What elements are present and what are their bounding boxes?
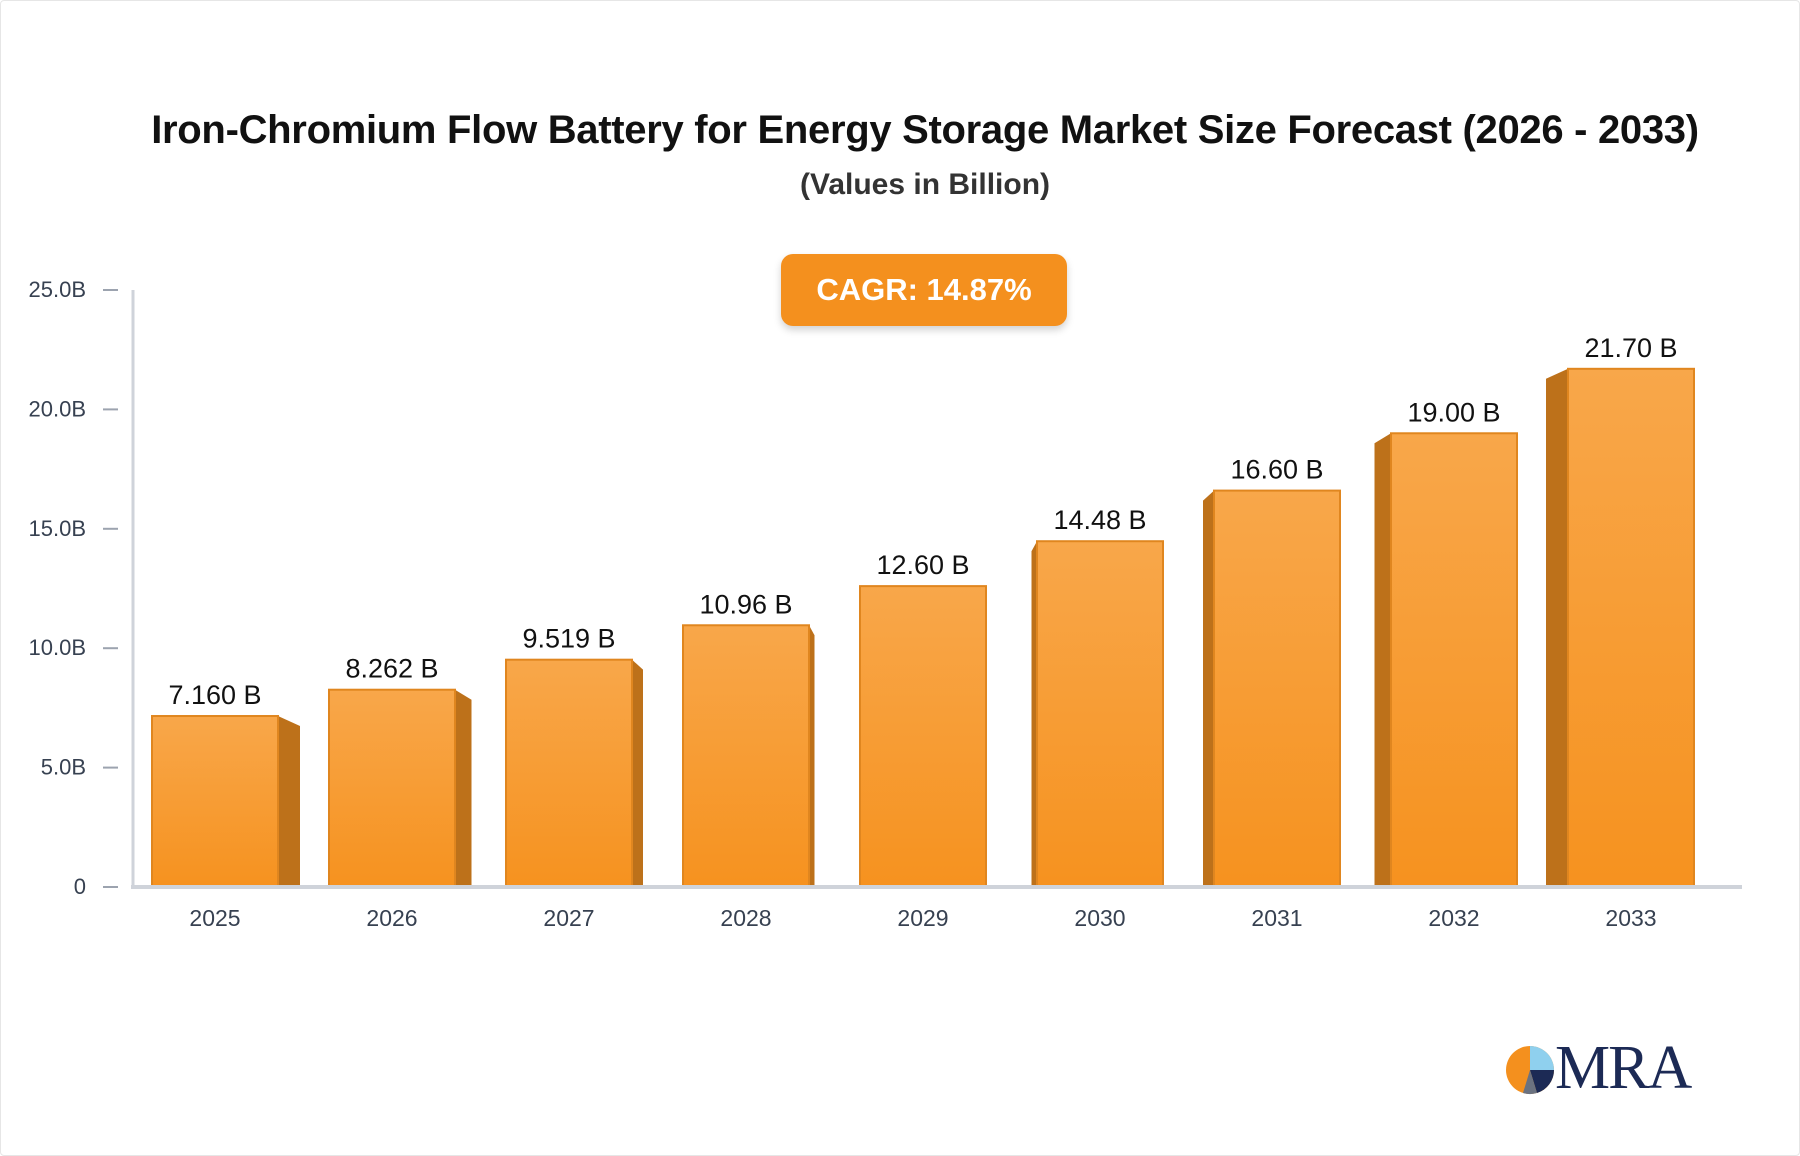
logo-text: MRA [1555, 1034, 1692, 1102]
bar-data-label: 16.60 B [1230, 455, 1323, 485]
bar-data-label: 14.48 B [1053, 505, 1146, 535]
bar [682, 624, 810, 888]
bar-side-face [1203, 490, 1214, 887]
bar [328, 688, 456, 888]
chart-title: Iron-Chromium Flow Battery for Energy St… [151, 108, 1699, 152]
y-tick-label: 5.0B [41, 755, 86, 780]
bar [151, 715, 279, 889]
bar [505, 658, 633, 888]
x-tick-label: 2026 [366, 905, 417, 931]
bar-side-face [1374, 433, 1391, 887]
bar [1036, 540, 1164, 888]
bar-side-face [455, 689, 472, 887]
bar-data-label: 8.262 B [345, 654, 438, 684]
bar-data-label: 21.70 B [1584, 333, 1677, 363]
bar-data-label: 19.00 B [1407, 397, 1500, 427]
x-tick-label: 2032 [1428, 905, 1479, 931]
bar [1567, 367, 1695, 888]
x-tick-label: 2025 [189, 905, 240, 931]
bar-side-face [278, 716, 300, 887]
x-tick-label: 2028 [720, 905, 771, 931]
bar-side-face [809, 625, 815, 887]
bar-side-face [1546, 368, 1568, 888]
bar-data-label: 10.96 B [699, 589, 792, 619]
logo-pie-icon [1506, 1046, 1554, 1095]
y-tick-label: 0 [74, 874, 86, 899]
bar-data-label: 7.160 B [168, 680, 261, 710]
bar-data-label: 12.60 B [876, 550, 969, 580]
chart-subtitle: (Values in Billion) [799, 168, 1051, 201]
bar [1390, 432, 1518, 888]
y-tick-label: 15.0B [29, 516, 87, 541]
y-tick-label: 10.0B [29, 635, 87, 660]
y-tick-label: 20.0B [29, 396, 87, 421]
x-tick-label: 2033 [1605, 905, 1656, 931]
y-tick-label: 25.0B [29, 277, 87, 302]
bar-side-face [1031, 541, 1037, 887]
x-tick-label: 2027 [543, 905, 594, 931]
bar [1213, 489, 1341, 888]
bar-data-label: 9.519 B [522, 624, 615, 654]
x-tick-label: 2031 [1251, 905, 1302, 931]
mra-logo: MRA [1505, 1034, 1695, 1102]
bar-side-face [632, 659, 643, 887]
cagr-badge: CAGR: 14.87% [781, 254, 1067, 326]
bar [859, 585, 987, 888]
x-tick-label: 2030 [1074, 905, 1125, 931]
x-tick-label: 2029 [897, 905, 948, 931]
